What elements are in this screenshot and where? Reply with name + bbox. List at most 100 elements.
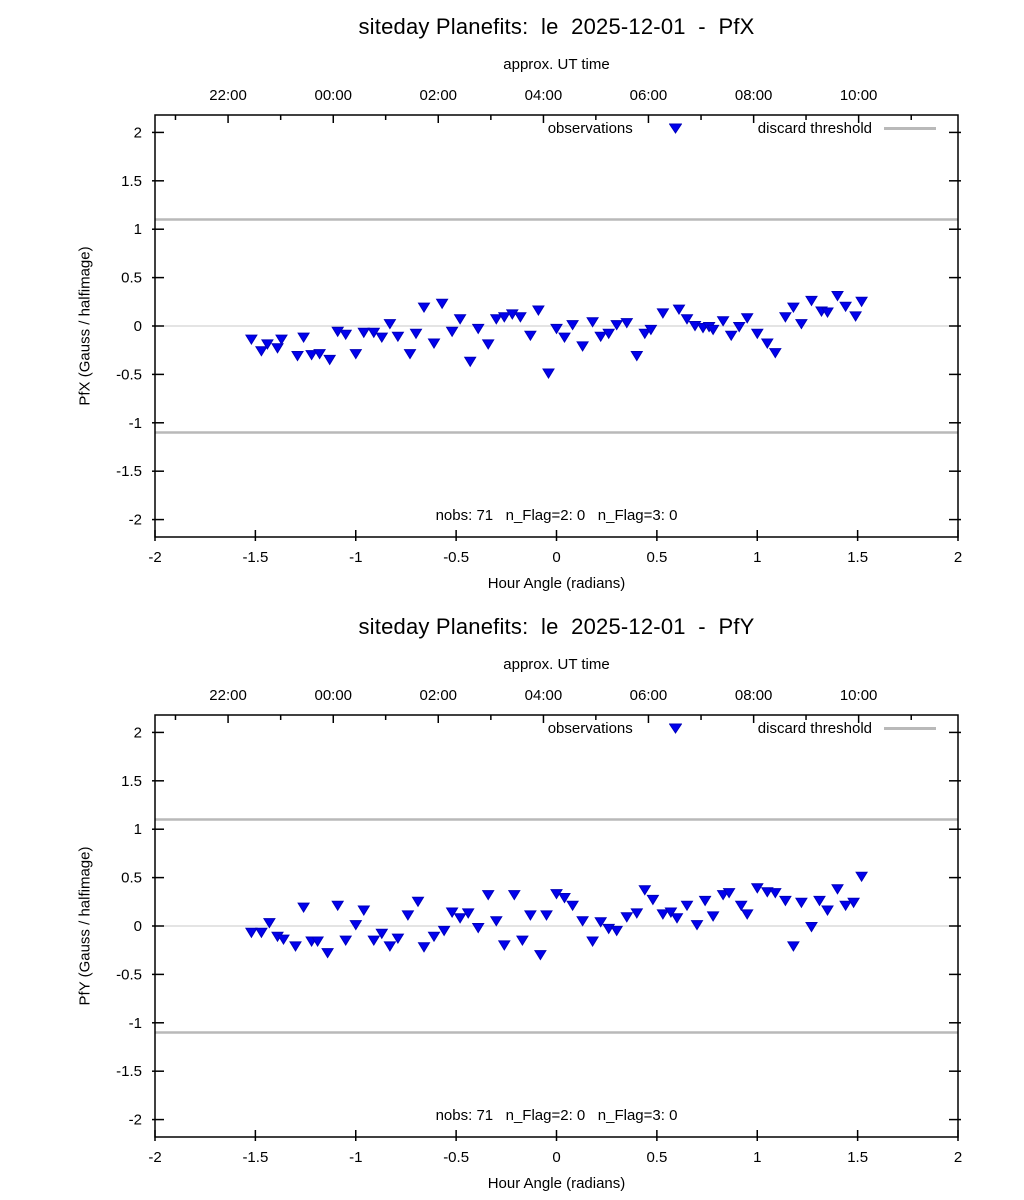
observation-point <box>403 349 417 360</box>
observation-point <box>349 349 363 360</box>
x-axis-ticks: -2 -1.5 -1 -0.5 0 0.5 1 1.5 2 <box>148 530 962 566</box>
observation-point <box>375 928 389 940</box>
observation-point <box>779 312 792 323</box>
svg-text:0: 0 <box>552 1149 560 1166</box>
observation-point <box>291 351 304 362</box>
observation-point <box>787 941 800 952</box>
observation-point <box>277 934 290 946</box>
observation-point <box>331 326 345 338</box>
pfx-x-axis-title: Hour Angle (radians) <box>487 575 626 592</box>
observation-point <box>839 900 852 912</box>
observation-point <box>297 332 310 344</box>
top-axis-ticks: 22:00 00:00 02:00 04:00 06:00 08:00 10:00 <box>174 687 912 723</box>
observation-point <box>566 900 579 912</box>
threshold-line-sample <box>884 726 936 730</box>
observation-point <box>417 942 431 953</box>
observation-point <box>620 912 634 923</box>
legend-observations-label: observations <box>547 119 633 137</box>
observation-point <box>445 907 459 918</box>
observation-point <box>321 948 334 959</box>
svg-text:-1: -1 <box>349 549 362 566</box>
observation-point <box>787 302 800 314</box>
observation-point <box>740 909 754 920</box>
pfx-stats-annotation: nobs: 71 n_Flag=2: 0 n_Flag=3: 0 <box>435 507 678 524</box>
observation-point <box>805 295 818 307</box>
legend-threshold-label: discard threshold <box>757 719 872 737</box>
top-axis-ticks: 22:00 00:00 02:00 04:00 06:00 08:00 10:00 <box>174 87 912 123</box>
svg-text:00:00: 00:00 <box>314 687 352 704</box>
observation-point <box>644 324 658 336</box>
observation-points <box>245 871 868 961</box>
svg-text:1.5: 1.5 <box>847 1149 868 1166</box>
svg-text:2: 2 <box>134 124 142 141</box>
svg-text:04:00: 04:00 <box>525 687 563 704</box>
y-axis-ticks: 2 1.5 1 0.5 0 -0.5 -1 -1.5 -2 <box>116 724 961 1129</box>
svg-text:-1.5: -1.5 <box>242 1149 268 1166</box>
observation-point <box>305 350 318 361</box>
y-axis-ticks: 2 1.5 1 0.5 0 -0.5 -1 -1.5 -2 <box>116 124 961 529</box>
svg-text:02:00: 02:00 <box>419 87 457 104</box>
observation-point <box>855 296 868 308</box>
observation-point <box>670 913 684 924</box>
observation-point <box>594 917 608 928</box>
svg-text:-1: -1 <box>129 415 142 432</box>
svg-text:0.5: 0.5 <box>646 1149 667 1166</box>
observation-point <box>630 908 644 919</box>
pfx-plot-svg: -2 -1.5 -1 -0.5 0 0.5 1 1.5 2 2 1.5 1 0.5 0 -0.5 -1 -1.5… <box>116 87 962 566</box>
pfy-x-axis-title: Hour Angle (radians) <box>487 1175 626 1192</box>
legend-threshold-label: discard threshold <box>757 119 872 137</box>
observation-point <box>760 338 774 349</box>
observation-point <box>795 319 808 330</box>
pfy-chart-title: siteday Planefits: le 2025-12-01 - PfY <box>358 614 755 639</box>
threshold-line-sample <box>884 126 936 130</box>
pfx-chart-title: siteday Planefits: le 2025-12-01 - PfX <box>358 14 755 39</box>
observation-point <box>594 331 608 343</box>
observation-point <box>734 900 748 912</box>
observation-point <box>383 319 397 330</box>
observation-marker-icon <box>668 723 682 734</box>
observation-point <box>391 331 405 343</box>
svg-text:-1: -1 <box>129 1015 142 1032</box>
svg-text:-1.5: -1.5 <box>116 463 142 480</box>
observation-point <box>367 935 381 947</box>
observation-point <box>576 916 589 927</box>
observation-point <box>610 925 624 937</box>
observation-point <box>275 334 288 346</box>
observation-point <box>411 896 425 908</box>
observation-point <box>409 328 423 340</box>
observation-marker-icon <box>668 123 682 134</box>
observation-point <box>847 897 860 909</box>
observation-point <box>698 895 712 907</box>
svg-text:08:00: 08:00 <box>735 87 773 104</box>
observation-point <box>706 324 720 336</box>
svg-text:08:00: 08:00 <box>735 687 773 704</box>
svg-text:-0.5: -0.5 <box>116 366 142 383</box>
observation-point <box>453 314 467 325</box>
svg-text:1.5: 1.5 <box>121 173 142 190</box>
pfy-y-axis-title: PfY (Gauss / halfimage) <box>76 846 94 1006</box>
svg-text:06:00: 06:00 <box>630 687 668 704</box>
observation-point <box>750 883 764 894</box>
observation-point <box>620 318 634 329</box>
svg-text:-2: -2 <box>129 1112 142 1129</box>
svg-text:1: 1 <box>753 549 761 566</box>
observation-point <box>505 309 519 320</box>
svg-text:22:00: 22:00 <box>209 687 247 704</box>
observation-point <box>453 913 467 924</box>
svg-text:-0.5: -0.5 <box>116 966 142 983</box>
observation-point <box>427 931 441 943</box>
svg-text:0: 0 <box>552 549 560 566</box>
observation-point <box>646 894 660 906</box>
observation-point <box>489 916 503 927</box>
observation-point <box>839 301 852 313</box>
observation-point <box>463 356 477 368</box>
observation-point <box>768 348 782 359</box>
svg-text:06:00: 06:00 <box>630 87 668 104</box>
observation-point <box>357 327 371 339</box>
svg-text:10:00: 10:00 <box>840 87 878 104</box>
observation-point <box>255 927 268 939</box>
svg-text:1: 1 <box>134 221 142 238</box>
observation-point <box>849 311 862 322</box>
pfy-legend: observations discard threshold <box>548 718 936 738</box>
